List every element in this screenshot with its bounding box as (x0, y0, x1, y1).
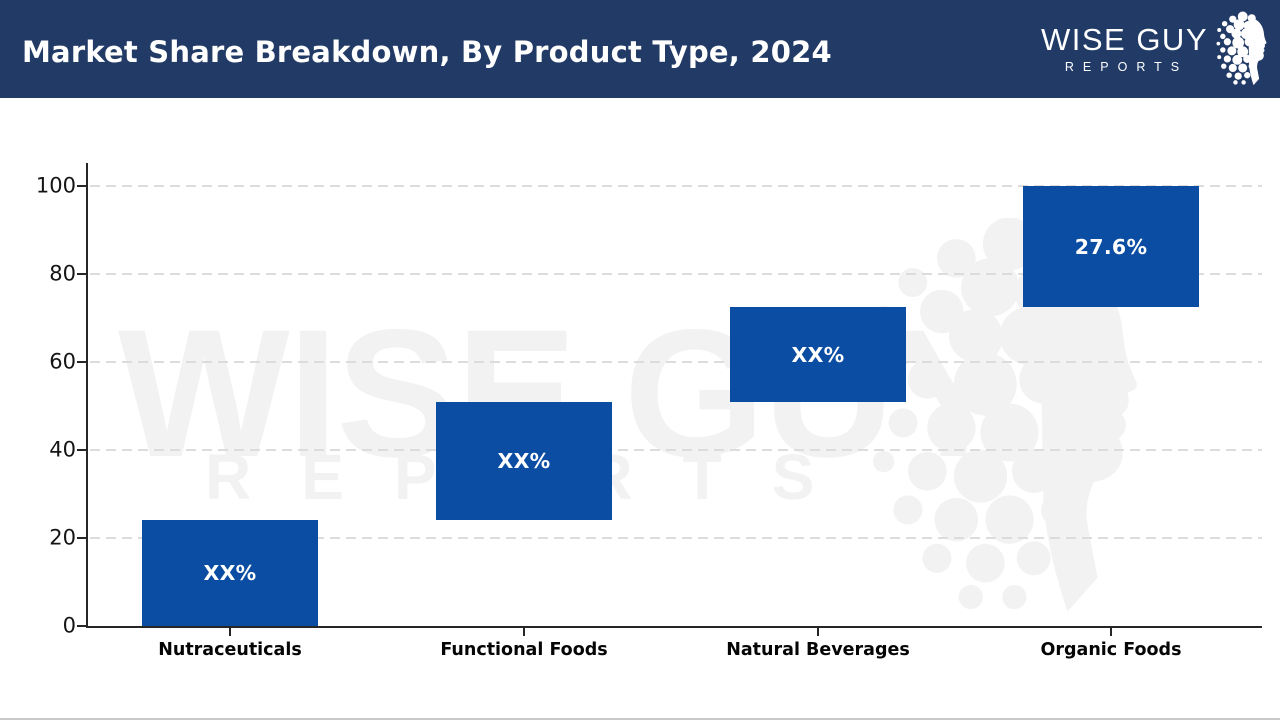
y-tick-mark (77, 361, 86, 363)
header: Market Share Breakdown, By Product Type,… (0, 0, 1280, 98)
gridline (90, 361, 1262, 363)
bar-organic-foods: 27.6% (1023, 186, 1199, 308)
x-tick-label-natural-beverages: Natural Beverages (726, 640, 910, 660)
bar-nutraceuticals: XX% (142, 519, 318, 626)
bar-natural-beverages: XX% (730, 307, 906, 403)
chart-title: Market Share Breakdown, By Product Type,… (22, 35, 832, 69)
x-tick-mark (229, 628, 231, 636)
gridline (90, 449, 1262, 451)
y-tick-label: 40 (49, 437, 76, 462)
y-tick-label: 80 (49, 261, 76, 286)
bottom-border (0, 718, 1280, 720)
wise-guy-reports-logo: WISE GUY REPORTS (1041, 7, 1268, 91)
x-tick-label-functional-foods: Functional Foods (440, 640, 608, 660)
x-tick-label-organic-foods: Organic Foods (1040, 640, 1182, 660)
x-tick-mark (523, 628, 525, 636)
bar-value-label: XX% (203, 560, 257, 585)
logo-face-icon (1212, 11, 1268, 87)
bar-functional-foods: XX% (436, 402, 612, 520)
gridline (90, 185, 1262, 187)
y-tick-mark (77, 537, 86, 539)
y-tick-mark (77, 185, 86, 187)
x-tick-label-nutraceuticals: Nutraceuticals (158, 640, 302, 660)
y-tick-label: 60 (49, 349, 76, 374)
logo-subtitle: REPORTS (1064, 59, 1189, 74)
y-tick-mark (77, 625, 86, 627)
bar-value-label: XX% (791, 342, 845, 367)
logo-text: WISE GUY REPORTS (1041, 24, 1208, 74)
gridline (90, 273, 1262, 275)
gridline (90, 537, 1262, 539)
bar-value-label: 27.6% (1074, 234, 1148, 259)
y-tick-label: 0 (62, 613, 76, 638)
bar-value-label: XX% (497, 448, 551, 473)
x-tick-mark (817, 628, 819, 636)
y-tick-label: 20 (49, 525, 76, 550)
y-tick-mark (77, 273, 86, 275)
x-tick-mark (1110, 628, 1112, 636)
y-axis-line (86, 163, 88, 628)
y-tick-mark (77, 449, 86, 451)
y-tick-label: 100 (35, 173, 76, 198)
x-axis-line (86, 626, 1262, 628)
logo-wordmark: WISE GUY (1040, 22, 1208, 58)
